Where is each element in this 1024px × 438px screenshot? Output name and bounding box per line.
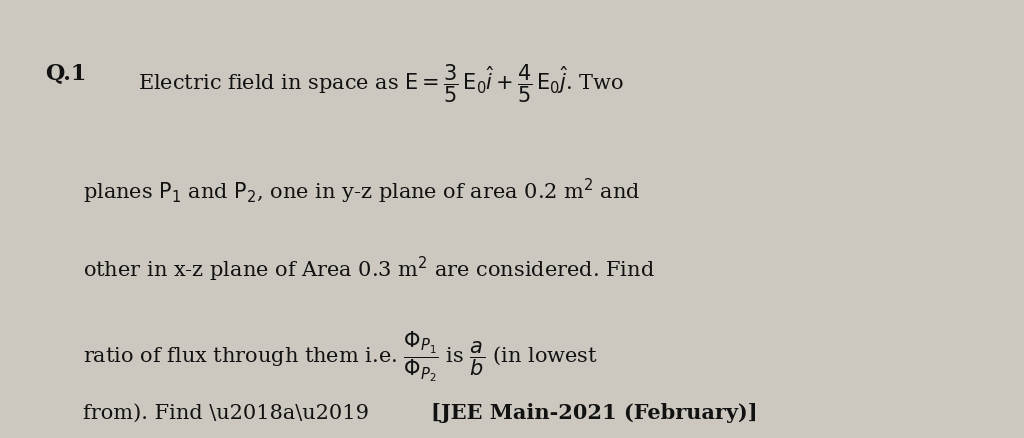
Text: Q.1: Q.1	[45, 62, 87, 84]
Text: Electric field in space as $\mathrm{E} = \dfrac{3}{5}\,\mathrm{E_0}\hat{i} + \df: Electric field in space as $\mathrm{E} =…	[138, 62, 625, 105]
Text: ratio of flux through them i.e. $\dfrac{\Phi_{P_1}}{\Phi_{P_2}}$ is $\dfrac{a}{b: ratio of flux through them i.e. $\dfrac{…	[83, 329, 598, 384]
Text: planes $\mathrm{P_1}$ and $\mathrm{P_2}$, one in y-z plane of area 0.2 m$^2$ and: planes $\mathrm{P_1}$ and $\mathrm{P_2}$…	[83, 177, 640, 206]
Text: from). Find \u2018a\u2019: from). Find \u2018a\u2019	[83, 403, 369, 423]
Text: other in x-z plane of Area 0.3 m$^2$ are considered. Find: other in x-z plane of Area 0.3 m$^2$ are…	[83, 255, 654, 284]
Text: [JEE Main-2021 (February)]: [JEE Main-2021 (February)]	[431, 403, 758, 424]
